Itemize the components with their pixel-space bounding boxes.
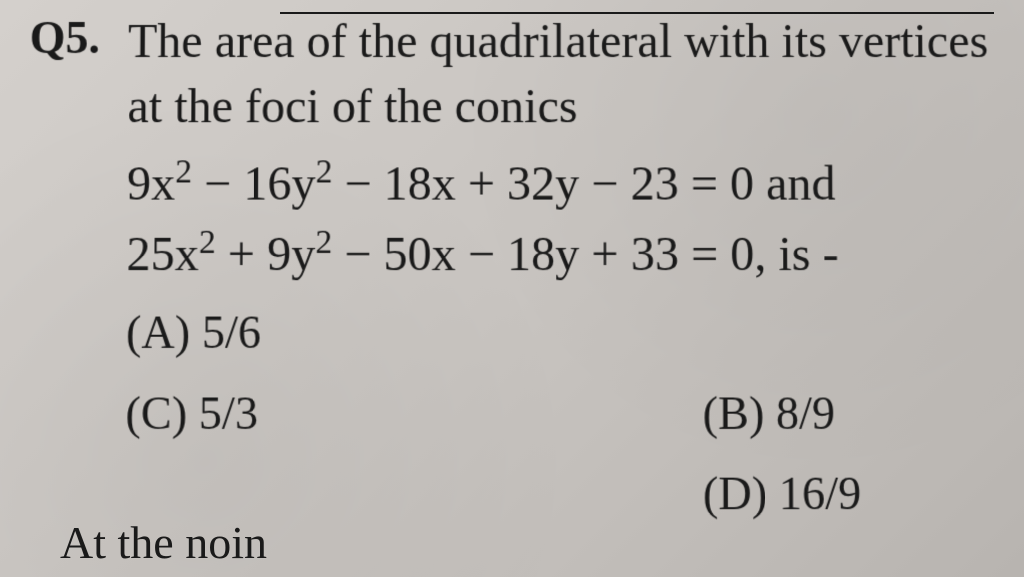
bottom-cutoff-text: At the noin — [60, 516, 267, 569]
option-d-label: (D) — [703, 468, 768, 520]
question-body: The area of the quadrilateral with its v… — [125, 10, 999, 525]
option-c-label: (C) — [125, 387, 187, 439]
page-content: Q5. The area of the quadrilateral with i… — [0, 0, 1024, 545]
option-b-label: (B) — [702, 387, 764, 439]
question-row: Q5. The area of the quadrilateral with i… — [26, 10, 999, 525]
option-a: (A) 5/6 — [126, 302, 541, 362]
question-number: Q5. — [29, 10, 100, 65]
option-b-value: 8/9 — [776, 387, 835, 439]
equation-block: 9x2 − 16y2 − 18x + 32y − 23 = 0 and 25x2… — [126, 148, 996, 290]
options-grid: (A) 5/6 (C) 5/3 (B) 8/9 (D) 16/9 — [125, 302, 999, 524]
option-a-label: (A) — [126, 306, 191, 358]
equation-1: 9x2 − 16y2 − 18x + 32y − 23 = 0 and — [127, 148, 996, 219]
question-text-line2: at the foci of the conics — [127, 75, 995, 140]
option-c: (C) 5/3 — [125, 383, 541, 444]
option-d-value: 16/9 — [779, 468, 862, 520]
option-c-value: 5/3 — [199, 387, 258, 439]
question-text-line1: The area of the quadrilateral with its v… — [128, 10, 995, 75]
option-a-value: 5/6 — [202, 306, 261, 358]
option-d: (D) 16/9 — [582, 464, 999, 525]
equation-2: 25x2 + 9y2 − 50x − 18y + 33 = 0, is - — [126, 219, 996, 290]
option-b: (B) 8/9 — [582, 383, 998, 444]
